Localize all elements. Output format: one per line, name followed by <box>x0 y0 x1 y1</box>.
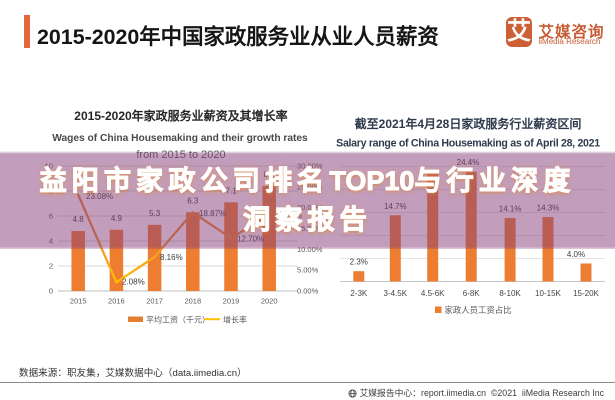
svg-text:0: 0 <box>49 287 53 296</box>
svg-text:2015-2020年家政服务业薪资及其增长率: 2015-2020年家政服务业薪资及其增长率 <box>74 108 287 123</box>
svg-text:2: 2 <box>49 262 53 271</box>
svg-text:2-3K: 2-3K <box>350 289 368 298</box>
svg-text:2017: 2017 <box>146 297 163 306</box>
svg-text:10-15K: 10-15K <box>535 289 561 298</box>
svg-text:3-4.5K: 3-4.5K <box>384 289 408 298</box>
svg-text:2.08%: 2.08% <box>122 278 145 287</box>
svg-text:增长率: 增长率 <box>223 315 247 325</box>
svg-text:8-10K: 8-10K <box>499 289 521 298</box>
svg-text:2016: 2016 <box>108 297 125 306</box>
svg-text:10.00%: 10.00% <box>297 245 323 254</box>
svg-text:2019: 2019 <box>223 297 240 306</box>
svg-text:2015: 2015 <box>70 297 87 306</box>
svg-text:2018: 2018 <box>184 297 201 306</box>
svg-text:8.16%: 8.16% <box>160 253 183 262</box>
svg-text:2020: 2020 <box>261 297 278 306</box>
svg-text:0.00%: 0.00% <box>297 287 319 296</box>
svg-text:Salary range of China Housema: Salary range of China Housemaking as of … <box>336 138 600 150</box>
svg-text:Wages of China Housemaking an: Wages of China Housemaking and their gro… <box>52 133 308 144</box>
svg-text:4.0%: 4.0% <box>567 250 585 259</box>
svg-text:15-20K: 15-20K <box>573 289 599 298</box>
svg-text:5.00%: 5.00% <box>297 266 319 275</box>
svg-text:家政人员工资占比: 家政人员工资占比 <box>445 305 512 315</box>
svg-text:截至2021年4月28日家政服务行业薪资区间: 截至2021年4月28日家政服务行业薪资区间 <box>355 116 582 131</box>
svg-text:平均工资（千元）: 平均工资（千元） <box>146 315 210 325</box>
svg-text:6-8K: 6-8K <box>463 289 481 298</box>
svg-text:2.3%: 2.3% <box>350 258 368 267</box>
svg-text:4.5-6K: 4.5-6K <box>421 289 445 298</box>
